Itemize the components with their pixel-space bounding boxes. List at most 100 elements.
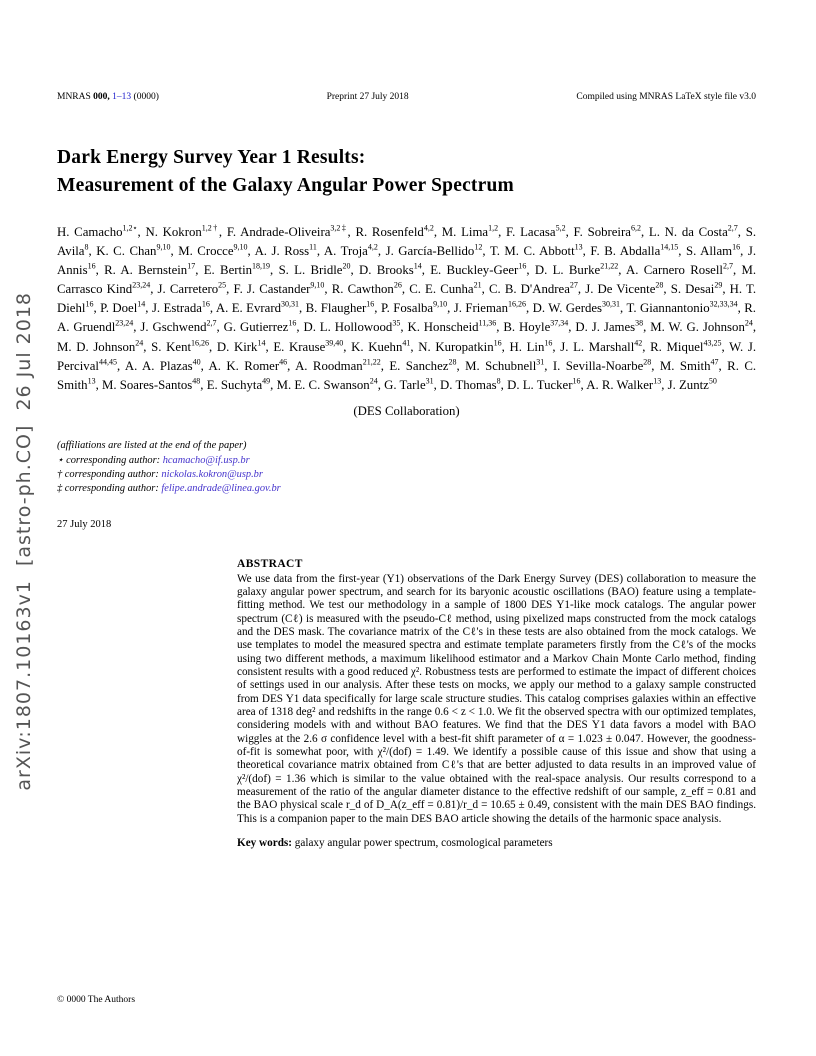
author: B. Hoyle37,34, xyxy=(503,319,572,335)
author: J. De Vicente28, xyxy=(585,280,667,297)
preprint-date: Preprint 27 July 2018 xyxy=(326,92,409,102)
author: R. A. Gruendl23,24, xyxy=(57,301,756,335)
email-link[interactable]: felipe.andrade@linea.gov.br xyxy=(161,483,281,495)
author: A. E. Evrard30,31, xyxy=(215,300,303,316)
author: A. Roodman21,22, xyxy=(295,357,384,373)
author: E. Sanchez28, xyxy=(389,357,460,373)
author: M. E. C. Swanson24, xyxy=(276,376,381,393)
author: J. Estrada16, xyxy=(151,300,214,316)
author: F. B. Abdalla14,15, xyxy=(590,242,682,258)
author: M. Carrasco Kind23,24, xyxy=(57,262,757,297)
author: M. W. G. Johnson24, xyxy=(650,319,757,335)
author: F. Andrade-Oliveira3,2‡, xyxy=(226,223,351,239)
copyright-footer: © 0000 The Authors xyxy=(57,995,136,1005)
author: E. Bertin18,19, xyxy=(203,261,274,277)
author: N. Kokron1,2†, xyxy=(145,223,223,239)
author: F. Sobreira6,2, xyxy=(573,223,645,239)
author: A. J. Ross11, xyxy=(254,242,321,258)
author: R. Cawthon26, xyxy=(331,280,406,297)
author: G. Tarle31, xyxy=(384,376,437,393)
author: M. D. Johnson24, xyxy=(57,338,147,354)
author: H. T. Diehl16, xyxy=(57,282,757,316)
author: T. Giannantonio32,33,34, xyxy=(626,300,741,316)
title-line-2: Measurement of the Galaxy Angular Power … xyxy=(57,175,514,197)
author-list: H. Camacho1,2⋆, N. Kokron1,2†, F. Andrad… xyxy=(57,223,756,396)
author: S. Avila8, xyxy=(57,224,757,258)
author: D. Kirk14, xyxy=(216,338,269,354)
author: A. A. Plazas40, xyxy=(124,357,204,373)
author: D. L. Burke21,22, xyxy=(534,261,622,277)
author: A. R. Walker13, xyxy=(586,376,665,393)
page-content: MNRAS 000, 1–13 (0000) Preprint 27 July … xyxy=(57,0,756,849)
author: S. Kent16,26, xyxy=(151,338,213,354)
author-notes: (affiliations are listed at the end of t… xyxy=(57,439,756,496)
author: S. Desai29, xyxy=(670,280,726,297)
author: P. Fosalba9,10, xyxy=(380,300,451,316)
corresponding-author-note: ‡ corresponding author: felipe.andrade@l… xyxy=(57,483,281,495)
author: A. Troja4,2, xyxy=(323,242,382,258)
journal-header: MNRAS 000, 1–13 (0000) Preprint 27 July … xyxy=(57,92,756,102)
author: M. Smith47, xyxy=(659,357,722,373)
author: J. Zuntz50 xyxy=(667,376,717,393)
pages-link[interactable]: 1–13 xyxy=(112,92,132,102)
author: D. L. Hollowood35, xyxy=(303,319,404,335)
author: M. Soares-Santos48, xyxy=(102,376,204,393)
journal-name: MNRAS xyxy=(57,92,91,102)
author: S. L. Bridle20, xyxy=(278,261,354,277)
submission-date: 27 July 2018 xyxy=(57,518,112,530)
author: C. B. D'Andrea27, xyxy=(488,280,582,297)
author: C. E. Cunha21, xyxy=(409,280,485,297)
author: D. L. Tucker16, xyxy=(507,376,584,393)
author: J. Annis16, xyxy=(57,243,757,277)
corresponding-author-note: † corresponding author: nickolas.kokron@… xyxy=(57,468,263,480)
author: I. Sevilla-Noarbe28, xyxy=(552,357,655,373)
author: H. Lin16, xyxy=(509,338,556,354)
author: N. Kuropatkin16, xyxy=(418,338,505,354)
email-link[interactable]: nickolas.kokron@usp.br xyxy=(161,468,263,480)
journal-reference: MNRAS 000, 1–13 (0000) xyxy=(57,92,159,102)
author: P. Doel14, xyxy=(100,300,149,316)
author: A. Carnero Rosell2,7, xyxy=(626,261,737,277)
keywords-label: Key words: xyxy=(237,836,292,849)
paper-title: Dark Energy Survey Year 1 Results: Measu… xyxy=(57,144,756,201)
corresponding-author-note: ⋆ corresponding author: hcamacho@if.usp.… xyxy=(57,454,250,466)
author: J. L. Marshall42, xyxy=(560,338,646,354)
author: E. Krause39,40, xyxy=(273,338,347,354)
author: R. Rosenfeld4,2, xyxy=(355,223,438,239)
author: J. Carretero25, xyxy=(157,280,230,297)
author: J. García-Bellido12, xyxy=(385,242,486,258)
author: F. J. Castander9,10, xyxy=(233,280,328,297)
author: R. A. Bernstein17, xyxy=(104,261,199,277)
author: R. Miquel43,25, xyxy=(650,338,725,354)
author: S. Allam16, xyxy=(685,242,744,258)
title-line-1: Dark Energy Survey Year 1 Results: xyxy=(57,147,366,168)
author: W. J. Percival44,45, xyxy=(57,339,757,373)
abstract-section: ABSTRACT We use data from the first-year… xyxy=(237,558,756,849)
correspondence-list: ⋆ corresponding author: hcamacho@if.usp.… xyxy=(57,454,756,497)
author: H. Camacho1,2⋆, xyxy=(57,223,141,239)
author: D. W. Gerdes30,31, xyxy=(532,300,624,316)
compiled-note: Compiled using MNRAS LaTeX style file v3… xyxy=(576,92,756,102)
keywords: Key words: galaxy angular power spectrum… xyxy=(237,837,756,849)
arxiv-watermark: arXiv:1807.10163v1 [astro-ph.CO] 26 Jul … xyxy=(13,292,35,791)
email-link[interactable]: hcamacho@if.usp.br xyxy=(162,454,250,466)
keywords-text: galaxy angular power spectrum, cosmologi… xyxy=(294,836,553,849)
author: J. Gschwend2,7, xyxy=(140,319,220,335)
author: B. Flaugher16, xyxy=(305,300,378,316)
author: E. Suchyta49, xyxy=(206,376,274,393)
abstract-text: We use data from the first-year (Y1) obs… xyxy=(237,572,756,825)
author: J. Frieman16,26, xyxy=(453,300,530,316)
journal-volume: 000, xyxy=(93,92,110,102)
author: M. Schubnell31, xyxy=(465,357,548,373)
author: M. Crocce9,10, xyxy=(178,242,251,258)
author: M. Lima1,2, xyxy=(441,223,502,239)
abstract-heading: ABSTRACT xyxy=(237,557,303,570)
author: D. Brooks14, xyxy=(359,261,425,277)
author: R. C. Smith13, xyxy=(57,358,757,393)
author: K. Kuehn41, xyxy=(351,338,414,354)
collaboration: (DES Collaboration) xyxy=(353,404,460,419)
author: L. N. da Costa2,7, xyxy=(648,223,741,239)
author: E. Buckley-Geer16, xyxy=(430,261,530,277)
author: F. Lacasa5,2, xyxy=(506,223,569,239)
